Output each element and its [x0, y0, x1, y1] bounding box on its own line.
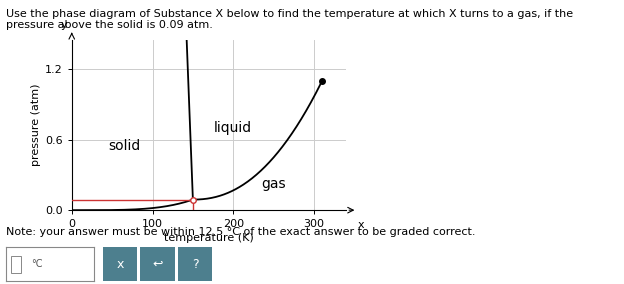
Text: ↩: ↩: [152, 258, 163, 271]
Y-axis label: pressure (atm): pressure (atm): [31, 84, 41, 166]
Text: y: y: [60, 20, 67, 30]
Text: x: x: [117, 258, 124, 271]
FancyBboxPatch shape: [11, 256, 21, 273]
Text: Note: your answer must be within 12.5 °C of the exact answer to be graded correc: Note: your answer must be within 12.5 °C…: [6, 227, 475, 237]
Text: gas: gas: [261, 177, 286, 191]
Text: ?: ?: [192, 258, 198, 271]
Text: x: x: [358, 220, 365, 230]
X-axis label: temperature (K): temperature (K): [164, 233, 254, 243]
Text: °C: °C: [31, 259, 42, 269]
Text: Use the phase diagram of Substance X below to find the temperature at which X tu: Use the phase diagram of Substance X bel…: [6, 9, 573, 30]
Text: solid: solid: [108, 139, 140, 153]
Text: liquid: liquid: [214, 121, 252, 135]
